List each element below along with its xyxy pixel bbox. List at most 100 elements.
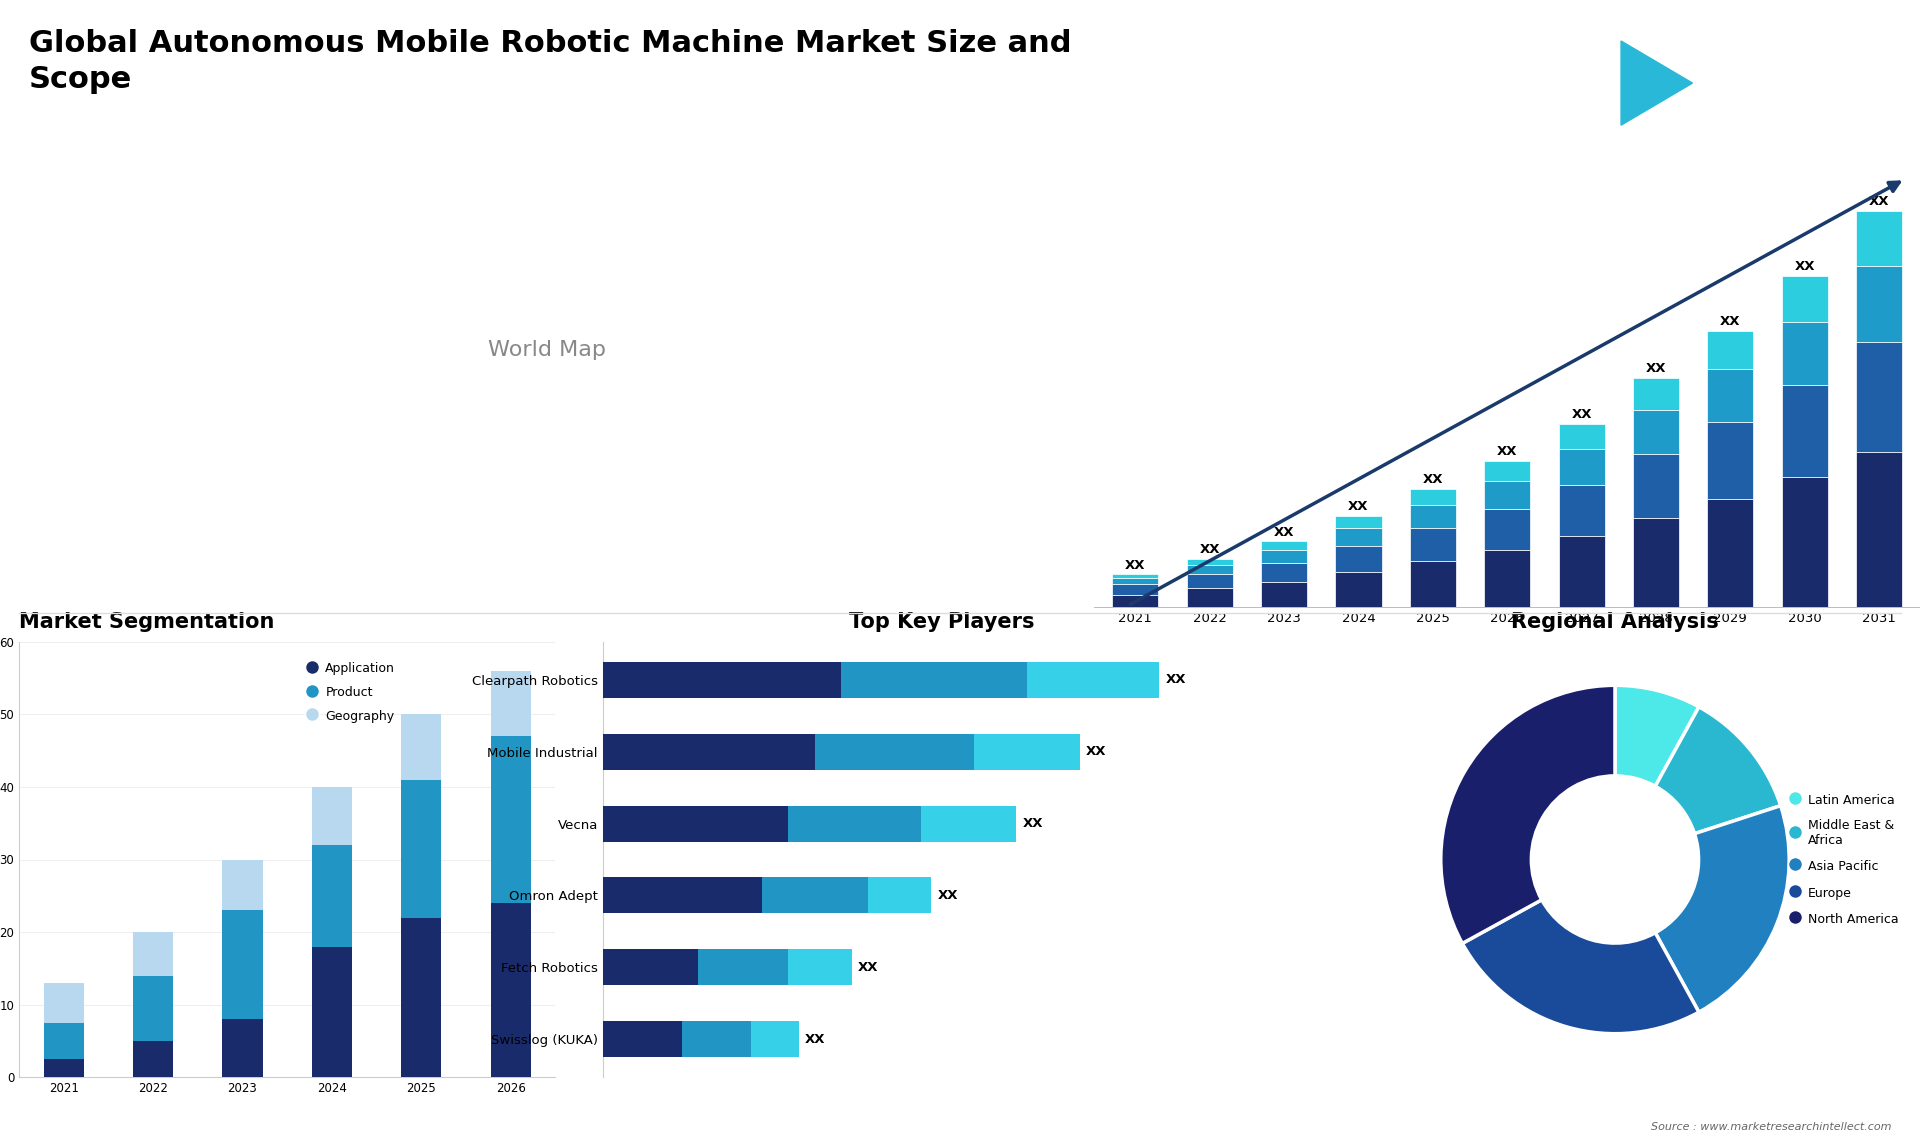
Bar <box>1187 559 1233 565</box>
Bar <box>1857 211 1903 266</box>
Bar <box>1027 661 1160 698</box>
Bar <box>1112 595 1158 607</box>
Bar <box>1261 582 1308 607</box>
Title: Regional Analysis: Regional Analysis <box>1511 612 1718 631</box>
Bar <box>490 670 530 736</box>
Bar <box>1559 424 1605 449</box>
Bar <box>682 1021 751 1058</box>
Bar <box>1782 385 1828 477</box>
Bar <box>401 779 442 918</box>
Bar <box>1112 578 1158 584</box>
Wedge shape <box>1463 900 1699 1034</box>
Text: Market Segmentation: Market Segmentation <box>19 612 275 631</box>
Legend: Latin America, Middle East &
Africa, Asia Pacific, Europe, North America: Latin America, Middle East & Africa, Asi… <box>1788 787 1903 932</box>
Bar <box>814 733 973 769</box>
Bar <box>1261 563 1308 582</box>
Bar <box>132 932 173 975</box>
Bar <box>1409 488 1455 505</box>
Bar <box>44 1059 84 1077</box>
Bar <box>789 950 852 986</box>
Bar <box>132 975 173 1041</box>
Text: XX: XX <box>1200 543 1219 556</box>
Bar <box>1336 516 1382 528</box>
Bar <box>603 878 762 913</box>
Text: XX: XX <box>858 961 879 974</box>
Text: XX: XX <box>1125 558 1146 572</box>
Bar <box>1409 528 1455 562</box>
Text: XX: XX <box>1498 445 1517 458</box>
Bar <box>1707 499 1753 607</box>
Bar <box>1707 330 1753 369</box>
Bar <box>1707 369 1753 423</box>
Bar <box>789 806 922 841</box>
Text: XX: XX <box>1348 500 1369 513</box>
Legend: Application, Product, Geography: Application, Product, Geography <box>303 657 399 728</box>
Bar <box>603 733 814 769</box>
Bar <box>922 806 1016 841</box>
Bar <box>1632 409 1678 454</box>
Bar <box>311 787 351 845</box>
Text: XX: XX <box>1645 362 1667 375</box>
Bar <box>1484 509 1530 550</box>
Bar <box>1112 584 1158 595</box>
Bar <box>44 1022 84 1059</box>
Bar <box>603 806 789 841</box>
Bar <box>1409 505 1455 528</box>
Bar <box>1336 528 1382 547</box>
Bar <box>1782 276 1828 322</box>
Text: MARKET
RESEARCH
INTELLECT: MARKET RESEARCH INTELLECT <box>1761 66 1814 100</box>
Wedge shape <box>1655 707 1780 833</box>
Bar <box>44 983 84 1022</box>
Bar <box>1112 574 1158 578</box>
Bar <box>1632 518 1678 607</box>
Text: XX: XX <box>937 889 958 902</box>
Bar <box>1857 452 1903 607</box>
Bar <box>1559 449 1605 485</box>
Bar <box>1632 454 1678 518</box>
Text: XX: XX <box>1273 526 1294 539</box>
Text: Global Autonomous Mobile Robotic Machine Market Size and
Scope: Global Autonomous Mobile Robotic Machine… <box>29 29 1071 94</box>
Wedge shape <box>1615 685 1699 786</box>
Bar <box>311 845 351 947</box>
Bar <box>1782 322 1828 385</box>
Bar <box>973 733 1079 769</box>
Bar <box>762 878 868 913</box>
Bar <box>603 950 699 986</box>
Bar <box>490 903 530 1077</box>
Bar <box>603 661 841 698</box>
Bar <box>868 878 931 913</box>
Bar <box>1857 266 1903 342</box>
Bar <box>1707 423 1753 499</box>
Bar <box>1782 477 1828 607</box>
Bar <box>1484 550 1530 607</box>
Text: XX: XX <box>1720 315 1741 328</box>
Bar <box>1632 378 1678 409</box>
Bar <box>1187 574 1233 588</box>
Bar <box>401 714 442 779</box>
Polygon shape <box>1620 41 1692 125</box>
Wedge shape <box>1440 685 1615 943</box>
Bar <box>603 1021 682 1058</box>
Text: XX: XX <box>1868 195 1889 209</box>
Text: XX: XX <box>1023 817 1043 830</box>
Bar <box>401 918 442 1077</box>
Bar <box>1484 481 1530 509</box>
Title: Top Key Players: Top Key Players <box>849 612 1035 631</box>
Bar <box>223 910 263 1019</box>
Bar <box>132 1041 173 1077</box>
Bar <box>1187 588 1233 607</box>
Bar <box>841 661 1027 698</box>
Bar <box>311 947 351 1077</box>
Text: XX: XX <box>1087 745 1106 758</box>
Bar <box>1559 485 1605 536</box>
Bar <box>1261 541 1308 550</box>
Bar <box>1409 562 1455 607</box>
Text: World Map: World Map <box>488 339 607 360</box>
Bar <box>751 1021 799 1058</box>
Bar <box>699 950 789 986</box>
Bar <box>1336 572 1382 607</box>
Text: XX: XX <box>1165 673 1187 686</box>
Text: XX: XX <box>804 1033 826 1046</box>
Text: Source : www.marketresearchintellect.com: Source : www.marketresearchintellect.com <box>1651 1122 1891 1132</box>
Bar <box>1261 550 1308 563</box>
